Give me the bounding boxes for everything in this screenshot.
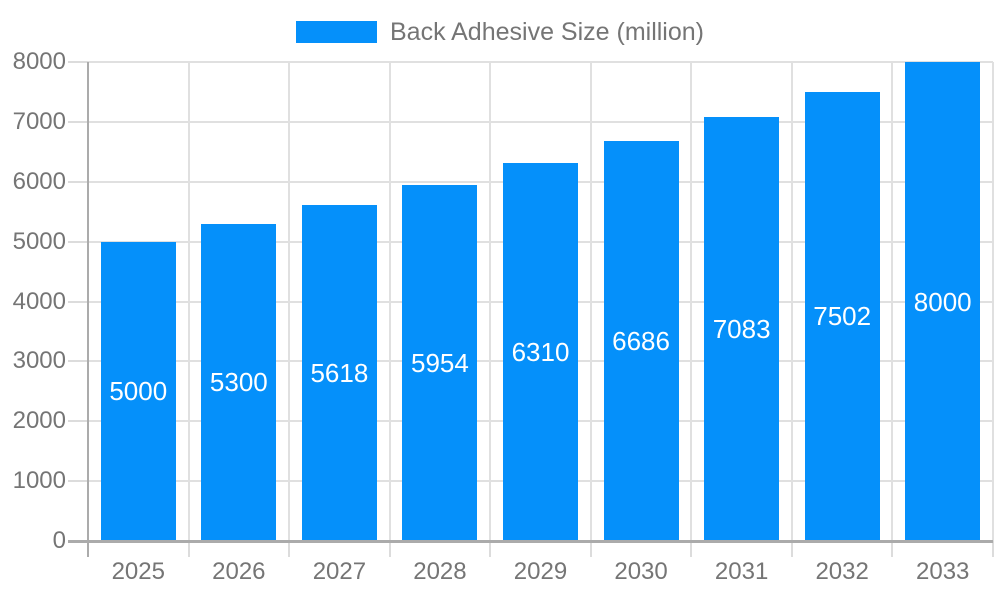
bar-value-label: 8000: [913, 286, 972, 317]
x-axis-tick: [790, 541, 793, 557]
grid-line-vertical: [992, 62, 994, 541]
y-axis-label: 5000: [12, 227, 66, 255]
grid-line-horizontal: [88, 120, 993, 123]
x-axis-label: 2031: [714, 558, 769, 585]
y-axis-tick: [68, 300, 88, 303]
bar-2033[interactable]: [905, 62, 981, 541]
y-axis-line: [87, 62, 89, 557]
x-axis-label: 2030: [614, 558, 668, 585]
bar-value-label: 6686: [612, 325, 670, 356]
grid-line-vertical: [690, 62, 693, 541]
bar-2026[interactable]: [201, 223, 277, 541]
bar-2032[interactable]: [804, 91, 880, 541]
bar-2028[interactable]: [402, 184, 478, 541]
x-axis-tick: [388, 541, 391, 557]
y-axis-label: 2000: [12, 407, 66, 435]
x-axis-label: 2025: [111, 558, 165, 585]
x-axis-label: 2027: [312, 558, 367, 585]
x-axis-tick: [489, 541, 492, 557]
y-axis-label: 4000: [12, 287, 66, 315]
y-axis-label: 8000: [12, 48, 66, 75]
grid-line-vertical: [388, 62, 391, 541]
x-axis-label: 2029: [513, 558, 568, 585]
x-axis-line: [68, 540, 993, 543]
legend-swatch: [295, 21, 377, 43]
y-axis-tick: [68, 360, 88, 363]
grid-line-vertical: [187, 62, 190, 541]
bar-value-label: 7083: [712, 313, 771, 344]
x-axis-tick: [288, 541, 291, 557]
bar-2029[interactable]: [503, 163, 578, 541]
bar-value-label: 5954: [411, 347, 469, 378]
y-axis-tick: [68, 61, 88, 63]
y-axis-label: 6000: [12, 167, 66, 195]
x-axis-label: 2028: [413, 558, 467, 585]
x-axis-label: 2026: [212, 558, 266, 585]
grid-line-horizontal: [88, 61, 993, 63]
x-axis-label: 2033: [916, 558, 970, 585]
x-axis-tick: [992, 541, 994, 557]
x-axis-tick: [891, 541, 894, 557]
grid-line-vertical: [489, 62, 492, 541]
bar-value-label: 5300: [209, 367, 268, 398]
x-axis-tick: [690, 541, 693, 557]
y-axis-tick: [68, 180, 88, 183]
y-axis-label: 7000: [12, 107, 66, 135]
legend: Back Adhesive Size (million): [0, 19, 1000, 45]
y-axis-label: 0: [52, 527, 66, 554]
grid-line-vertical: [891, 62, 894, 541]
grid-line-vertical: [288, 62, 291, 541]
bar-value-label: 6310: [511, 337, 570, 368]
bar-value-label: 5618: [310, 357, 369, 388]
y-axis-tick: [68, 420, 88, 423]
bar-2030[interactable]: [603, 140, 679, 541]
y-axis-tick: [68, 240, 88, 243]
bar-2025[interactable]: [100, 241, 176, 541]
bar-value-label: 7502: [813, 301, 872, 332]
bar-2027[interactable]: [301, 204, 377, 541]
grid-line-vertical: [589, 62, 592, 541]
y-axis-tick: [68, 120, 88, 123]
x-axis-tick: [187, 541, 190, 557]
x-axis-tick: [589, 541, 592, 557]
legend-item[interactable]: Back Adhesive Size (million): [295, 18, 704, 46]
legend-label: Back Adhesive Size (million): [389, 18, 704, 46]
bar-2031[interactable]: [704, 116, 780, 541]
y-axis-label: 1000: [12, 467, 66, 495]
bar-value-label: 5000: [109, 376, 168, 407]
y-axis-label: 3000: [12, 347, 66, 375]
y-axis-tick: [68, 480, 88, 483]
grid-line-vertical: [790, 62, 793, 541]
x-axis-label: 2032: [815, 558, 869, 585]
